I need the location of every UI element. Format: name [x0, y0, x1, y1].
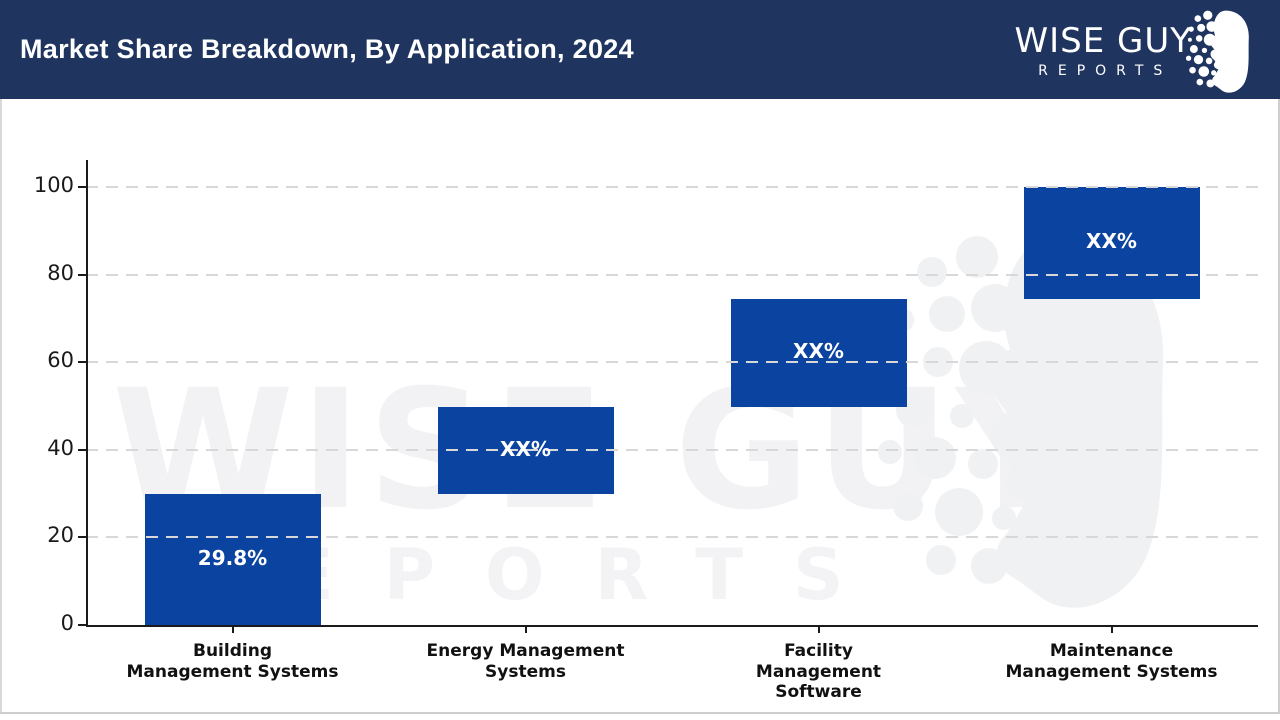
- y-tick-label: 20: [47, 523, 74, 548]
- x-tick-label: Building Management Systems: [126, 641, 339, 682]
- bar-value-label: XX%: [793, 339, 844, 363]
- y-axis-line: [86, 160, 88, 627]
- x-tick-mark: [231, 625, 234, 633]
- x-tick-label: Facility Management Software: [755, 641, 882, 703]
- y-tick-mark: [78, 536, 86, 539]
- bar-1: [144, 494, 321, 625]
- brand-subtitle: REPORTS: [1038, 62, 1173, 79]
- header-bar: Market Share Breakdown, By Application, …: [0, 0, 1280, 99]
- bottom-border-rule: [0, 712, 1280, 714]
- x-tick-mark: [1110, 625, 1113, 633]
- y-tick-mark: [78, 624, 86, 626]
- x-tick-mark: [817, 625, 820, 633]
- y-tick-mark: [78, 361, 86, 364]
- chart-canvas: WISE GUY REPORTS 02040608010029.8%Buildi…: [0, 99, 1280, 714]
- dotted-head-icon: [1185, 10, 1249, 93]
- x-tick-label: Maintenance Management Systems: [1005, 641, 1218, 682]
- x-tick-label: Energy Management Systems: [426, 641, 625, 682]
- brand-logo: WISE GUY REPORTS: [1014, 8, 1264, 94]
- grid-line-60: [86, 361, 1264, 364]
- grid-line-40: [86, 448, 1264, 451]
- bar-value-label: 29.8%: [197, 545, 268, 570]
- y-tick-mark: [78, 273, 86, 276]
- page-title: Market Share Breakdown, By Application, …: [20, 34, 634, 64]
- brand-logo-text: WISE GUY REPORTS: [1014, 21, 1192, 79]
- y-tick-label: 40: [47, 435, 74, 460]
- y-tick-label: 80: [47, 260, 74, 285]
- y-tick-label: 60: [47, 348, 74, 373]
- bar-value-label: XX%: [500, 436, 551, 461]
- grid-line-80: [86, 273, 1264, 276]
- grid-line-100: [86, 186, 1264, 188]
- bar-4: [1023, 187, 1200, 300]
- grid-line-20: [86, 536, 1264, 539]
- y-tick-mark: [78, 186, 86, 188]
- bar-value-label: XX%: [1086, 229, 1137, 254]
- y-tick-label: 0: [60, 611, 74, 635]
- brand-name: WISE GUY: [1014, 21, 1192, 62]
- y-tick-label: 100: [33, 173, 74, 197]
- x-tick-mark: [524, 625, 527, 633]
- x-axis-line: [86, 625, 1258, 627]
- y-tick-mark: [78, 448, 86, 451]
- bar-3: [730, 299, 907, 407]
